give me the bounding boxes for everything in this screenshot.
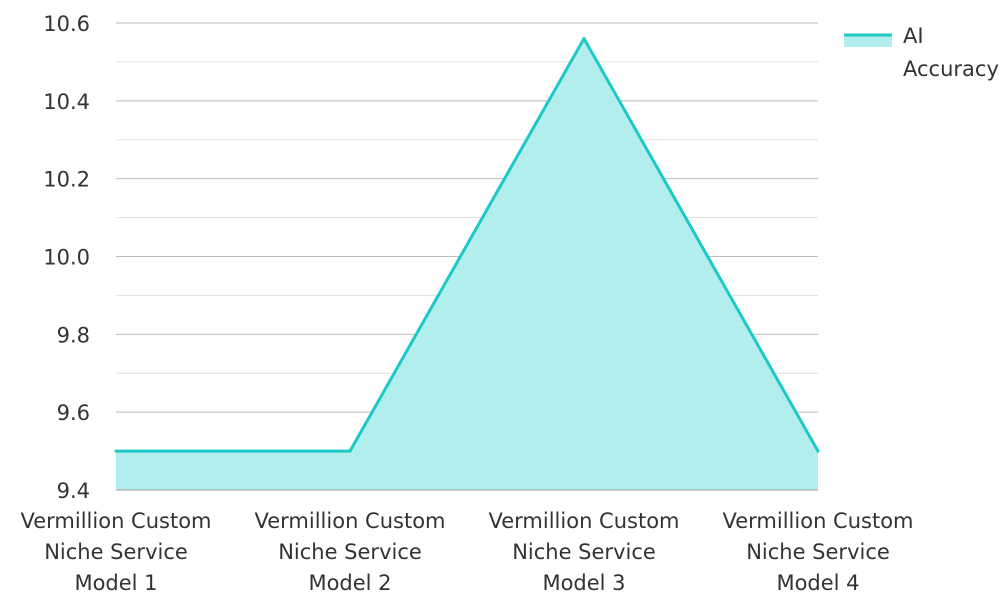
series-line	[116, 37, 820, 453]
y-tick-label: 10.6	[43, 12, 90, 36]
y-axis-tick-labels: 9.4 9.6 9.8 10.0 10.2 10.4 10.6	[43, 12, 90, 503]
series-area	[114, 37, 820, 491]
data-point-4	[816, 449, 820, 453]
y-tick-label: 10.2	[43, 168, 90, 192]
data-point-2	[348, 449, 352, 453]
y-tick-label: 9.8	[57, 323, 90, 347]
y-tick-label: 9.6	[57, 401, 90, 425]
legend-label-line-1: AI	[903, 24, 924, 48]
y-tick-label: 10.4	[43, 90, 90, 114]
y-tick-label: 9.4	[57, 479, 90, 503]
legend: AI Accuracy	[844, 24, 999, 81]
legend-label-line-2: Accuracy	[903, 57, 999, 81]
series-area-fill	[116, 38, 818, 491]
data-point-3	[582, 37, 586, 41]
x-axis-tick-labels: Vermillion Custom Niche Service Model 1 Ver…	[21, 509, 914, 594]
x-tick-label-2: Vermillion Custom Niche Service Model 2	[255, 509, 446, 594]
y-tick-label: 10.0	[43, 246, 90, 270]
legend-swatch	[844, 35, 892, 47]
x-tick-label-3: Vermillion Custom Niche Service Model 3	[489, 509, 680, 594]
x-tick-label-1: Vermillion Custom Niche Service Model 1	[21, 509, 212, 594]
data-point-1	[114, 449, 118, 453]
x-tick-label-4: Vermillion Custom Niche Service Model 4	[723, 509, 914, 594]
